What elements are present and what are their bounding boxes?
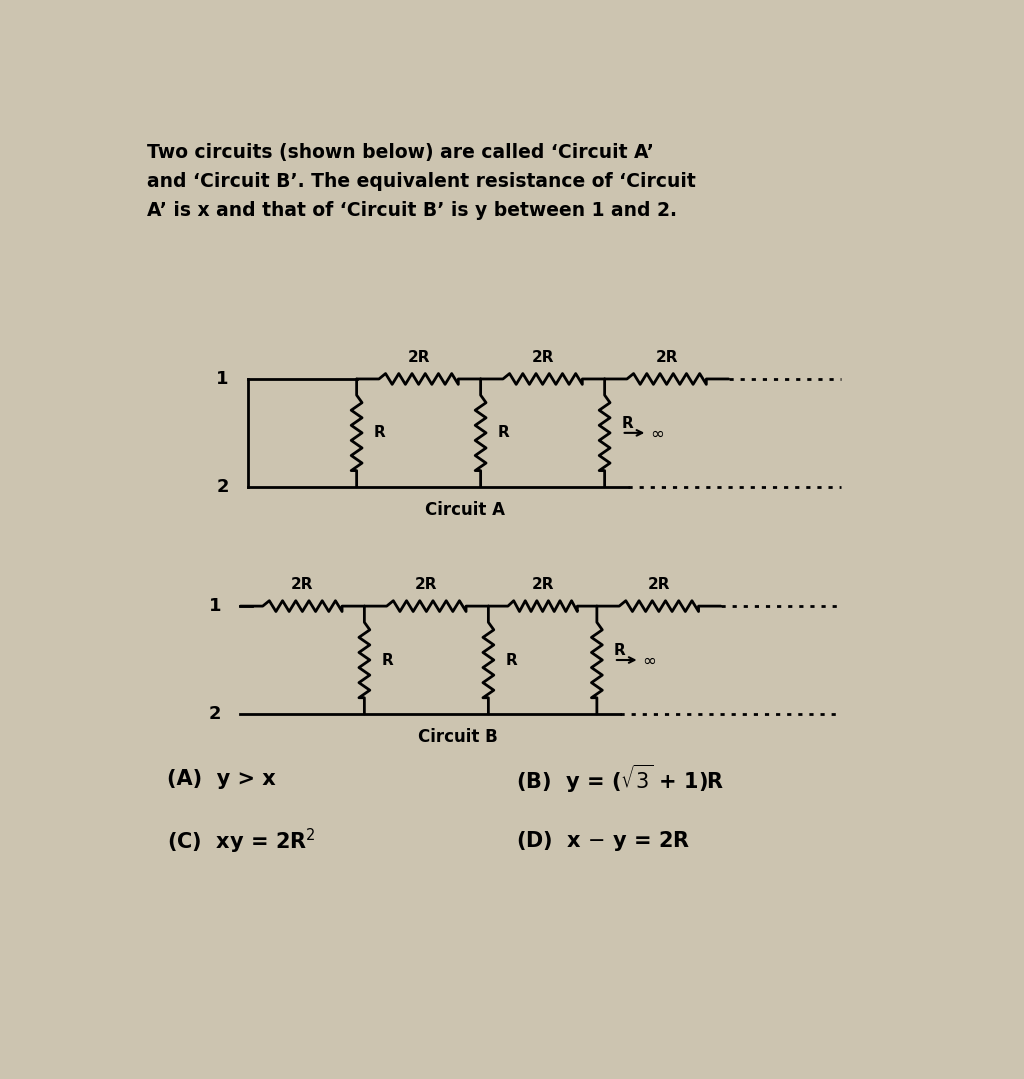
Text: 2: 2 xyxy=(209,705,221,723)
Text: Two circuits (shown below) are called ‘Circuit A’: Two circuits (shown below) are called ‘C… xyxy=(147,142,654,162)
Text: 2R: 2R xyxy=(291,577,313,592)
Text: 2R: 2R xyxy=(531,350,554,365)
Text: (D)  x $-$ y = 2R: (D) x $-$ y = 2R xyxy=(515,829,689,853)
Text: 1: 1 xyxy=(209,597,221,615)
Text: and ‘Circuit B’. The equivalent resistance of ‘Circuit: and ‘Circuit B’. The equivalent resistan… xyxy=(147,172,696,191)
Text: (B)  y = ($\sqrt{3}$ + 1)R: (B) y = ($\sqrt{3}$ + 1)R xyxy=(515,763,724,795)
Text: (A)  y > x: (A) y > x xyxy=(167,769,275,790)
Text: A’ is x and that of ‘Circuit B’ is y between 1 and 2.: A’ is x and that of ‘Circuit B’ is y bet… xyxy=(147,201,677,220)
Text: 2: 2 xyxy=(216,478,228,495)
Text: 2R: 2R xyxy=(647,577,670,592)
Text: R: R xyxy=(374,425,385,440)
Text: Circuit A: Circuit A xyxy=(425,501,505,519)
Text: R: R xyxy=(506,653,517,668)
Text: 2R: 2R xyxy=(531,577,554,592)
Text: Circuit B: Circuit B xyxy=(418,727,498,746)
Text: 2R: 2R xyxy=(415,577,437,592)
Text: R: R xyxy=(614,643,626,658)
Text: $\infty$: $\infty$ xyxy=(649,424,664,442)
Text: $\infty$: $\infty$ xyxy=(642,651,656,669)
Text: 1: 1 xyxy=(216,370,228,388)
Text: R: R xyxy=(381,653,393,668)
Text: 2R: 2R xyxy=(408,350,430,365)
Text: R: R xyxy=(498,425,509,440)
Text: R: R xyxy=(622,415,634,431)
Text: 2R: 2R xyxy=(655,350,678,365)
Text: (C)  xy = 2R$^2$: (C) xy = 2R$^2$ xyxy=(167,827,315,856)
